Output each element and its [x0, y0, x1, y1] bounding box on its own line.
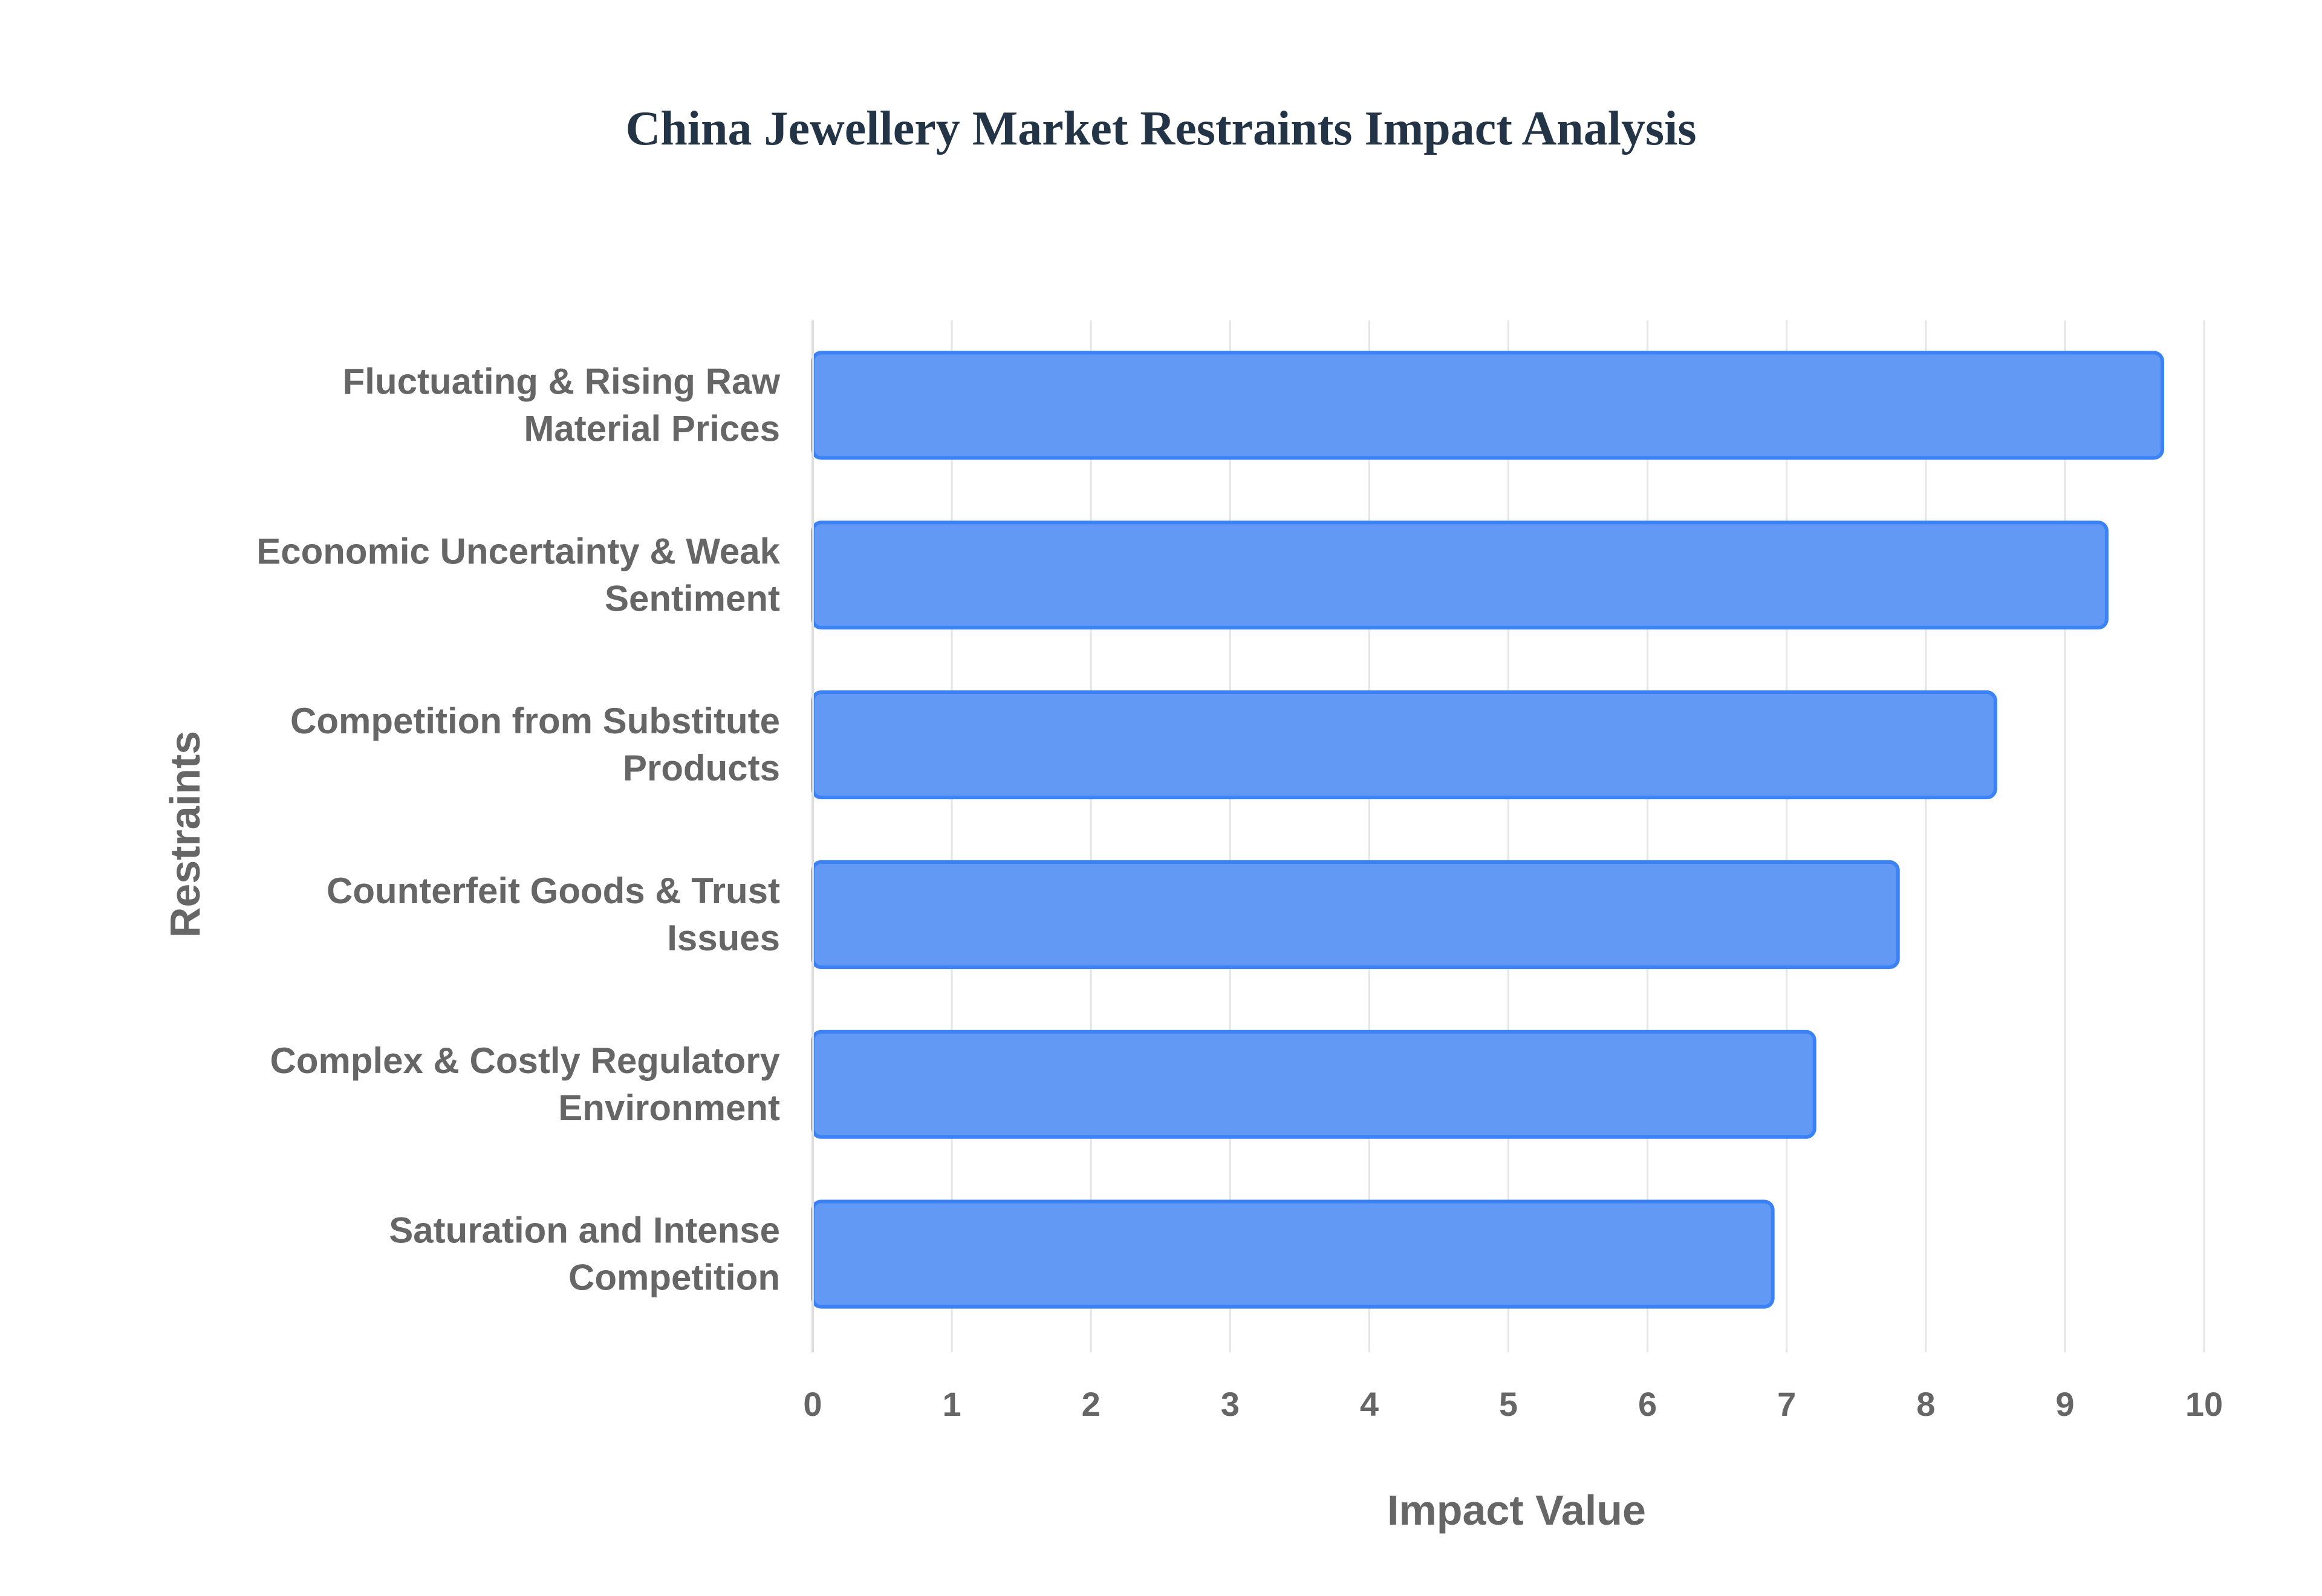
category-label: Fluctuating & Rising Raw: [343, 361, 781, 401]
category-label: Saturation and Intense: [389, 1210, 780, 1251]
category-label: Complex & Costly Regulatory: [270, 1040, 781, 1081]
category-label: Economic Uncertainty & Weak: [256, 531, 780, 571]
grid-lines: [811, 320, 2205, 1352]
x-axis-title: Impact Value: [1387, 1487, 1646, 1534]
bar: [811, 690, 1997, 800]
bar: [811, 351, 2164, 460]
x-tick-label: 10: [2185, 1385, 2223, 1423]
category-label: Issues: [667, 918, 780, 958]
x-tick-label: 0: [803, 1385, 822, 1423]
bar: [811, 521, 2109, 630]
category-label: Sentiment: [605, 578, 780, 618]
x-tick-label: 6: [1638, 1385, 1657, 1423]
x-tick-label: 2: [1082, 1385, 1101, 1423]
bar: [811, 1030, 1816, 1139]
x-tick-label: 3: [1221, 1385, 1240, 1423]
y-axis-title: Restraints: [161, 731, 209, 938]
category-labels: Fluctuating & Rising Raw Material Prices E…: [256, 361, 780, 1297]
x-tick-label: 5: [1499, 1385, 1518, 1423]
x-tick-label: 7: [1777, 1385, 1796, 1423]
x-tick-label: 8: [1916, 1385, 1935, 1423]
x-tick-label: 4: [1360, 1385, 1379, 1423]
bar: [811, 860, 1900, 969]
x-tick-label: 1: [943, 1385, 961, 1423]
category-label: Counterfeit Goods & Trust: [327, 871, 780, 911]
chart-title: China Jewellery Market Restraints Impact…: [625, 102, 1697, 155]
x-tick-labels: 0 1 2 3 4 5 6 7 8 9 10: [803, 1385, 2223, 1423]
category-label: Competition: [568, 1257, 780, 1298]
category-label: Environment: [558, 1088, 780, 1128]
bars: [811, 351, 2164, 1309]
category-label: Products: [623, 748, 780, 788]
x-tick-label: 9: [2055, 1385, 2074, 1423]
category-label: Competition from Substitute: [290, 701, 780, 741]
bar: [811, 1199, 1775, 1309]
category-label: Material Prices: [524, 408, 780, 449]
